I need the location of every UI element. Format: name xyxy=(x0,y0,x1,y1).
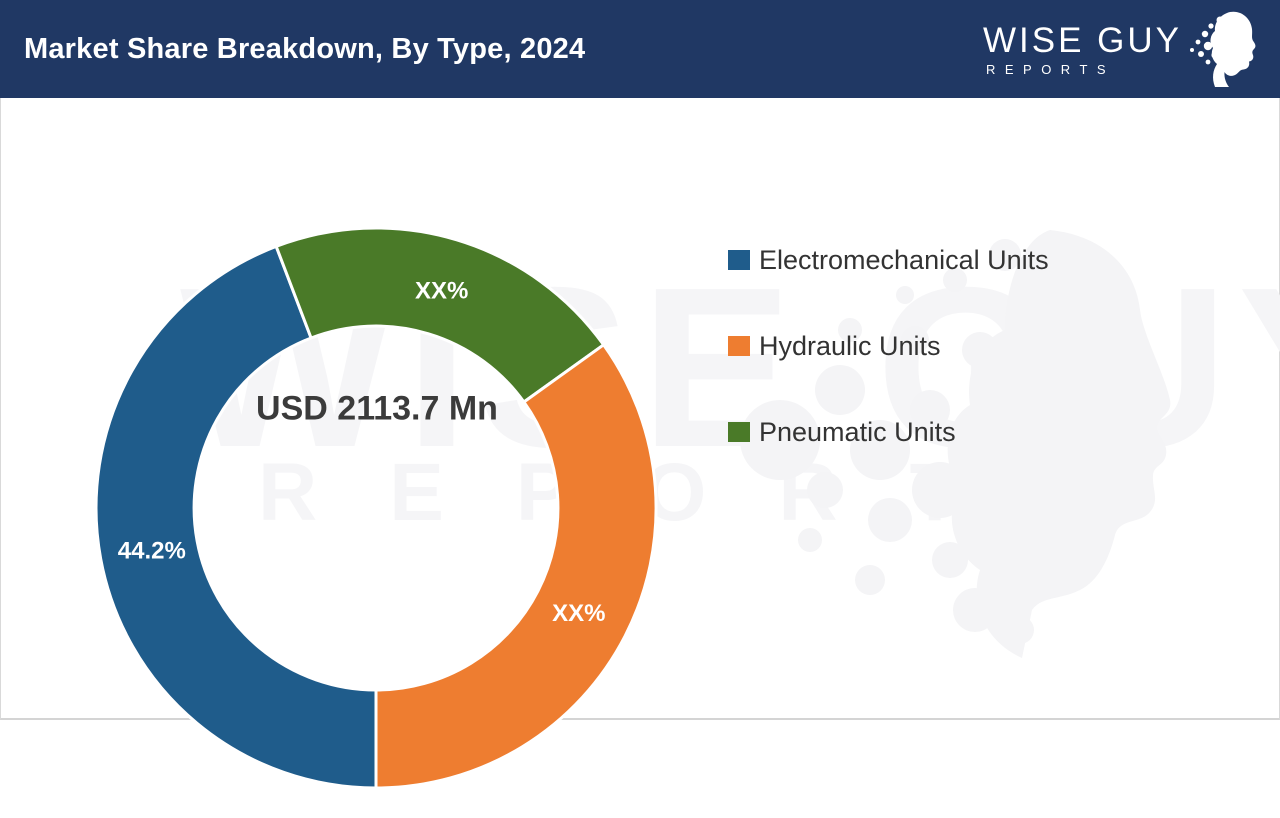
chart-center-value: USD 2113.7 Mn xyxy=(256,389,498,428)
legend-item-hydraulic: Hydraulic Units xyxy=(728,330,1049,361)
segment-percentage-label: XX% xyxy=(552,600,605,627)
legend-item-electromechanical: Electromechanical Units xyxy=(728,244,1049,275)
donut-chart: 44.2% XX% XX% xyxy=(94,226,658,790)
chart-legend: Electromechanical Units Hydraulic Units … xyxy=(728,244,1049,504)
logo-subtitle: REPORTS xyxy=(985,61,1116,77)
wise-guy-logo: WISE GUY REPORTS xyxy=(983,8,1262,90)
donut-segment-pneumatic-units xyxy=(274,226,606,405)
legend-label: Pneumatic Units xyxy=(759,416,956,447)
segment-percentage-label: 44.2% xyxy=(118,537,186,564)
donut-segment-electromechanical-units xyxy=(94,244,378,790)
legend-label: Electromechanical Units xyxy=(759,244,1049,275)
logo-text: WISE GUY REPORTS xyxy=(983,23,1182,76)
page-title: Market Share Breakdown, By Type, 2024 xyxy=(24,32,586,65)
logo-wordmark: WISE GUY xyxy=(982,20,1182,60)
legend-swatch-pneumatic xyxy=(728,422,750,442)
legend-swatch-hydraulic xyxy=(728,336,750,356)
legend-item-pneumatic: Pneumatic Units xyxy=(728,416,1049,447)
header-bar: Market Share Breakdown, By Type, 2024 WI… xyxy=(0,0,1280,98)
segment-percentage-label: XX% xyxy=(415,278,468,305)
legend-swatch-electromechanical xyxy=(728,250,750,270)
chart-canvas: WISE GUY REPORTS 44.2% XX% XX% USD 2113.7 … xyxy=(0,98,1280,790)
watermark-face-icon xyxy=(740,230,1171,658)
legend-label: Hydraulic Units xyxy=(759,330,941,361)
logo-face-icon xyxy=(1190,11,1256,87)
infographic-page: { "header": { "title": "Market Share Bre… xyxy=(0,0,1280,790)
